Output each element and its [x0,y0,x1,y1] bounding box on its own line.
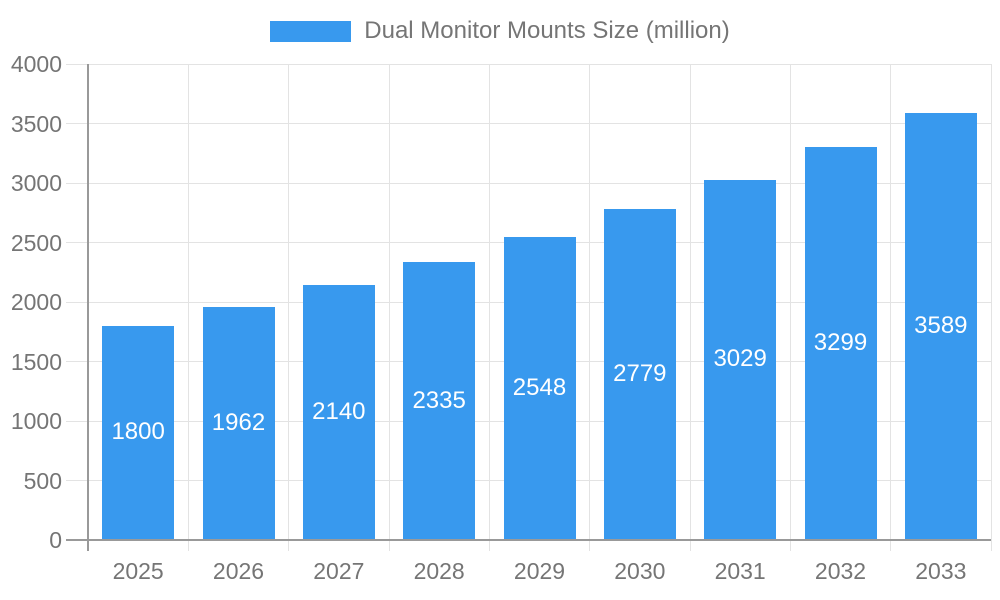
x-axis-tick-label: 2031 [714,558,766,584]
x-axis-tick-label: 2026 [212,558,265,584]
y-gridline [66,182,991,184]
y-gridline [66,123,991,124]
bar-2030[interactable]: 2779 [603,209,676,539]
bar-value-label: 2548 [512,373,567,401]
bar-2031[interactable]: 3029 [704,179,777,539]
x-axis-tick-label: 2032 [814,558,867,584]
x-axis-tick-label: 2025 [112,558,164,584]
bar-2032[interactable]: 3299 [804,147,877,539]
x-gridline [890,64,892,551]
bar-2025[interactable]: 1800 [102,325,175,539]
bar-value-label: 3589 [914,311,968,339]
x-axis-line [66,539,991,541]
legend-swatch [270,20,352,42]
bar-value-label: 2140 [312,398,366,426]
bar-2029[interactable]: 2548 [503,236,576,539]
y-axis-tick-label: 2000 [10,289,62,315]
x-gridline [789,64,791,551]
y-axis-tick-label: 1500 [10,348,62,375]
x-axis-tick-label: 2028 [413,558,465,584]
x-gridline [187,64,189,551]
y-axis-tick-label: 500 [23,467,62,494]
y-axis-tick-label: 1000 [10,408,62,434]
bar-2033[interactable]: 3589 [904,112,977,539]
x-gridline [689,64,691,551]
x-axis-tick-label: 2029 [513,558,566,584]
x-gridline [388,64,390,551]
x-axis-tick-label: 2033 [915,558,967,584]
bar-2026[interactable]: 1962 [202,306,275,539]
bar-value-label: 3299 [813,329,868,357]
bar-value-label: 1962 [211,408,266,436]
y-gridline [66,63,991,65]
x-axis-tick-label: 2027 [313,558,365,584]
x-gridline [990,64,992,551]
bar-2027[interactable]: 2140 [302,285,375,539]
bar-value-label: 2779 [613,360,667,388]
legend[interactable]: Dual Monitor Mounts Size (million) [0,18,1000,44]
y-axis-tick-label: 3500 [10,110,62,137]
bar-value-label: 2335 [412,386,466,414]
bar-2028[interactable]: 2335 [403,262,476,539]
y-axis-tick-label: 2500 [10,229,62,256]
y-axis-tick-label: 0 [49,527,62,553]
x-axis-tick-label: 2030 [614,558,666,584]
y-axis-line [87,64,89,551]
x-gridline [589,64,591,551]
y-axis-tick-label: 3000 [10,170,62,196]
legend-label: Dual Monitor Mounts Size (million) [364,17,730,44]
x-gridline [488,64,490,551]
x-gridline [288,64,290,551]
y-axis-tick-label: 4000 [10,51,62,77]
bar-value-label: 3029 [713,345,767,373]
bar-value-label: 1800 [111,418,165,446]
